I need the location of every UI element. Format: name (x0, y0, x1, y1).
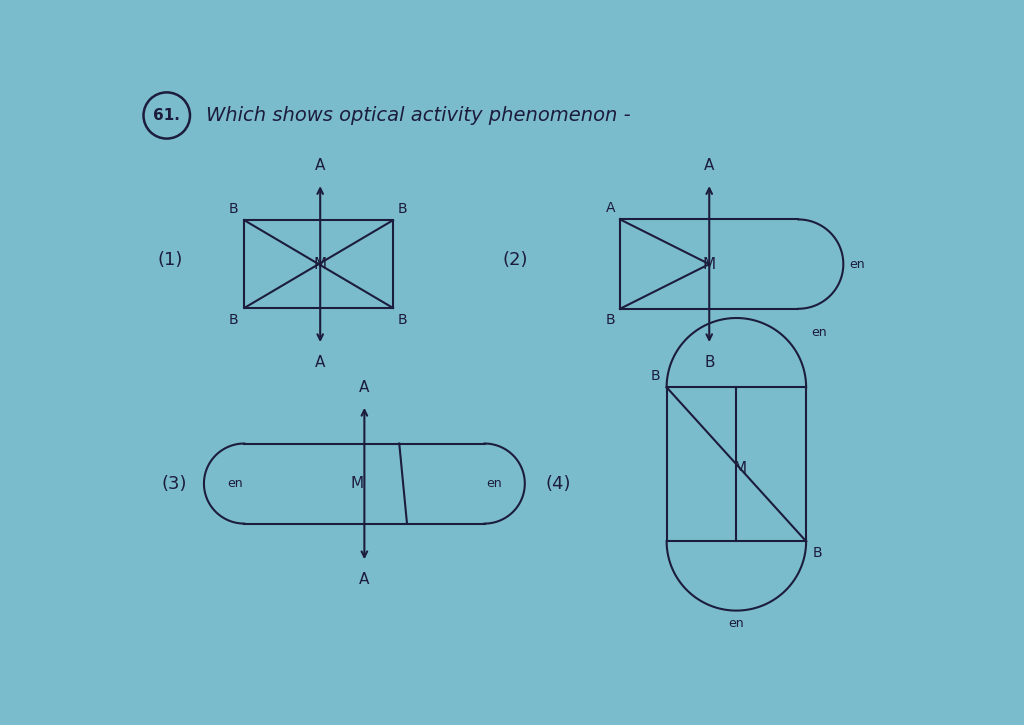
Text: A: A (315, 355, 326, 370)
Text: en: en (227, 477, 243, 490)
Text: (4): (4) (546, 475, 570, 492)
Text: M: M (733, 460, 746, 476)
Text: A: A (606, 201, 615, 215)
Text: B: B (228, 202, 238, 215)
Text: en: en (850, 257, 865, 270)
Text: B: B (228, 312, 238, 326)
Text: A: A (315, 158, 326, 173)
Text: en: en (728, 617, 744, 630)
Text: en: en (811, 326, 826, 339)
Text: B: B (397, 312, 408, 326)
Text: (2): (2) (503, 252, 528, 269)
Text: 61.: 61. (154, 108, 180, 123)
Text: B: B (812, 546, 822, 560)
Text: B: B (397, 202, 408, 215)
Text: (1): (1) (158, 252, 183, 269)
Text: B: B (705, 355, 715, 370)
Text: M: M (350, 476, 364, 491)
Text: M: M (313, 257, 327, 272)
Text: en: en (486, 477, 502, 490)
Text: (3): (3) (162, 475, 187, 492)
Text: A: A (705, 158, 715, 173)
Text: A: A (359, 572, 370, 587)
Text: B: B (651, 369, 660, 383)
Text: B: B (606, 313, 615, 328)
Text: A: A (359, 380, 370, 395)
Text: M: M (702, 257, 716, 272)
Text: Which shows optical activity phenomenon -: Which shows optical activity phenomenon … (206, 106, 630, 125)
